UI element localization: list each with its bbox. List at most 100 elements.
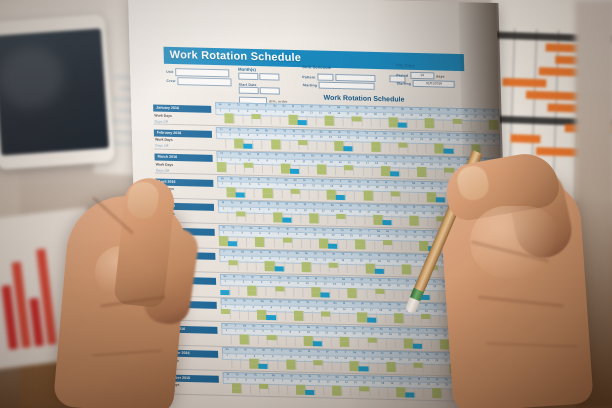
weekday-cell: Tu [316, 350, 320, 354]
pattern-input-a[interactable] [317, 73, 334, 81]
shift-starting-label: Starting [302, 82, 318, 88]
weekday-cell: Sa [324, 301, 328, 305]
day-number-cell: 25 [442, 285, 446, 289]
weekday-cell: Tu [364, 106, 368, 110]
weekday-cell: Th [317, 374, 321, 378]
weekday-cell: Tu [294, 202, 298, 206]
weekday-cell: Tu [236, 103, 240, 107]
shift-cell[interactable] [496, 394, 507, 400]
pattern-input-b[interactable] [335, 73, 376, 82]
pay-starting-input[interactable]: 01/01/2016 [412, 79, 456, 88]
day-number-cell: 5 [263, 378, 266, 382]
shift-cell[interactable] [494, 345, 506, 351]
weekday-cell: Su [282, 104, 286, 108]
day-number-cell: 2 [233, 280, 236, 284]
day-number-cell: 11 [312, 184, 315, 188]
day-number-cell: 9 [297, 281, 299, 285]
shift-cell[interactable] [490, 198, 501, 204]
weekday-cell: W [222, 225, 225, 229]
weekday-cell: M [360, 277, 363, 281]
unit-input[interactable] [175, 68, 230, 78]
weekday-cell: M [226, 372, 229, 376]
day-number-cell: 2 [229, 133, 231, 137]
pattern-label: Pattern [302, 74, 316, 79]
weekday-cell: Th [277, 251, 281, 255]
weekday-cell: F [229, 152, 232, 156]
shift-cell[interactable] [492, 272, 504, 278]
day-number-cell: 12 [321, 184, 325, 188]
weekday-cell: F [252, 299, 254, 303]
day-number-cell: 3 [238, 133, 241, 137]
weekday-cell: Sa [266, 202, 271, 206]
weekday-cell: M [424, 279, 427, 283]
shift-cell[interactable] [490, 174, 501, 180]
shift-cell[interactable] [488, 125, 499, 131]
shift-cell[interactable] [493, 296, 504, 302]
day-number-cell: 5 [258, 182, 260, 187]
shift-cell[interactable] [491, 223, 502, 229]
shift-cell[interactable] [489, 149, 500, 155]
day-number-cell: 19 [384, 161, 388, 165]
day-number-cell: 21 [403, 211, 407, 215]
day-number-cell: 9 [292, 110, 295, 114]
weekday-cell: Sa [486, 256, 491, 260]
day-number-cell: 18 [375, 185, 379, 189]
weekday-cell: Sa [462, 378, 467, 382]
day-number-cell: 24 [429, 162, 433, 166]
shift-cell[interactable] [494, 320, 505, 327]
weekday-cell: Su [252, 324, 256, 328]
weekday-cell: Th [428, 132, 432, 136]
day-number-cell: 6 [272, 379, 275, 383]
weekday-cell: Sa [335, 375, 339, 379]
weekday-cell: W [303, 203, 307, 207]
weekday-cell: Sa [260, 299, 264, 303]
day-number-cell: 13 [335, 380, 339, 384]
weekday-cell: W [321, 179, 324, 183]
day-number-cell: 18 [377, 234, 381, 238]
day-number-cell: 25 [440, 236, 444, 240]
weekday-cell: M [303, 178, 306, 182]
day-number-cell: 27 [457, 163, 461, 167]
work-days-label: Work Days [160, 333, 179, 338]
day-number-cell: 6 [266, 158, 269, 162]
day-number-cell: 22 [414, 284, 418, 288]
day-number-cell: 8 [290, 379, 293, 383]
day-number-cell: 22 [412, 186, 416, 190]
weekday-cell: Sa [289, 349, 293, 353]
weekday-cell: Su [460, 304, 465, 308]
weekday-cell: Th [248, 201, 252, 205]
shift-starting-input[interactable] [318, 81, 376, 90]
day-number-cell: 20 [391, 112, 395, 116]
weekday-cell: Tu [456, 157, 460, 161]
weekday-cell: W [332, 252, 335, 256]
day-number-cell: 28 [464, 114, 468, 118]
weekday-cell: Su [311, 154, 315, 158]
day-number-cell: 22 [413, 235, 417, 239]
weekday-cell: Su [223, 274, 227, 278]
weekday-cell: Su [333, 301, 337, 305]
day-number-cell: 1 [219, 108, 222, 112]
day-number-cell: 16 [358, 234, 362, 238]
weekday-cell: M [285, 202, 288, 206]
day-number-cell: 6 [265, 134, 268, 138]
day-number-cell: 11 [311, 159, 315, 163]
month-end-input[interactable] [259, 73, 280, 81]
day-number-cell: 27 [459, 236, 463, 240]
weekday-cell: Su [344, 375, 348, 379]
weekday-cell: Sa [306, 325, 311, 329]
day-number-cell: 29 [475, 188, 479, 192]
start-date-input[interactable] [238, 86, 259, 95]
shift-cell[interactable] [495, 369, 506, 376]
red-chart-bar [29, 297, 44, 347]
day-number-cell: 30 [487, 286, 491, 290]
weekday-cell: Sa [370, 327, 374, 331]
month-start-input[interactable] [238, 72, 259, 81]
weekday-cell: Th [323, 276, 327, 281]
pay-period-input[interactable]: 14 [410, 71, 435, 80]
weekday-cell: Sa [319, 130, 323, 134]
weekday-cell: Sa [313, 227, 317, 231]
end-date-input[interactable] [259, 87, 280, 95]
crew-input[interactable] [177, 77, 232, 87]
shift-cell[interactable] [492, 247, 503, 253]
day-number-cell: 24 [433, 309, 437, 313]
